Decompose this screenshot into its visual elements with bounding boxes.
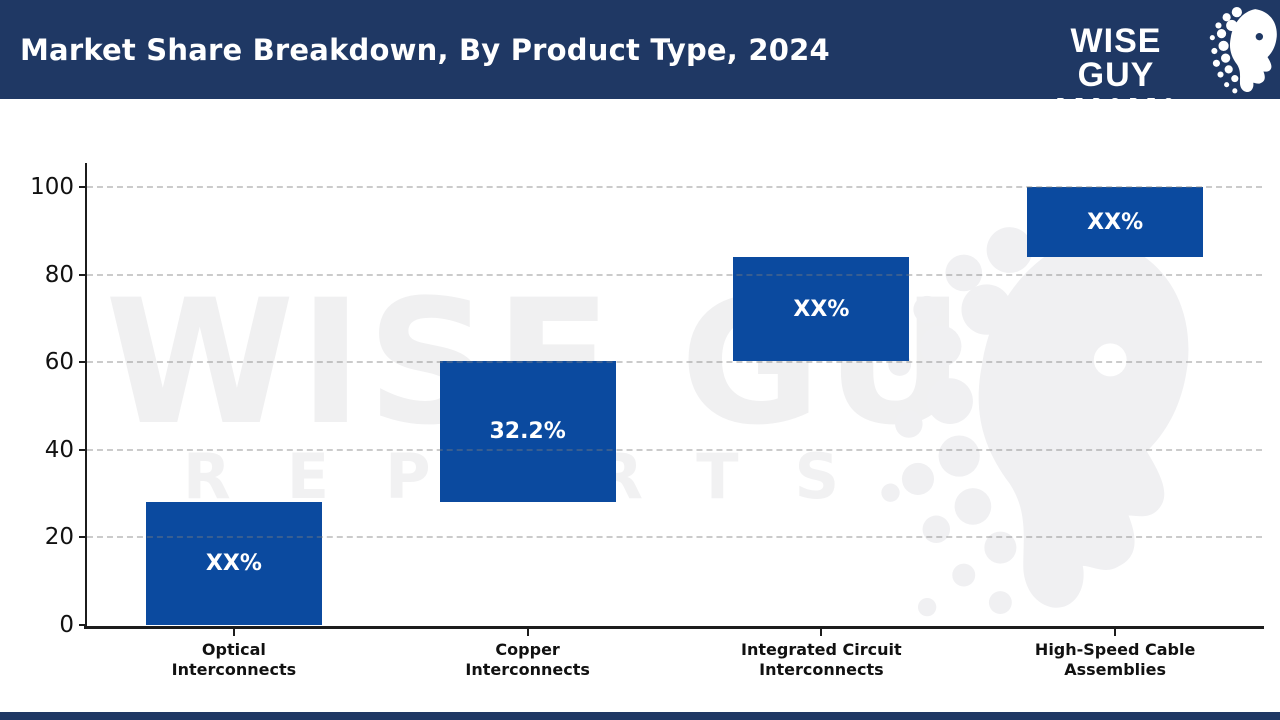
x-axis-line: [84, 626, 1264, 629]
x-axis-category-label-line: Assemblies: [1064, 660, 1166, 679]
logo-wordmark-sub: REPORTS: [1056, 95, 1182, 110]
gridline: [87, 361, 1262, 364]
logo: WISE GUY REPORTS: [1030, 0, 1280, 110]
y-axis-tick-label: 0: [59, 612, 74, 638]
x-axis-category-label-line: High-Speed Cable: [1034, 640, 1196, 659]
y-axis-tick-label: 80: [44, 261, 74, 288]
x-axis-category-label-line: Optical: [201, 640, 266, 659]
x-axis-tick: [526, 629, 529, 636]
x-axis-tick: [1114, 629, 1117, 636]
gridline: [87, 536, 1262, 539]
bar-segment: XX%: [145, 502, 322, 625]
y-axis-tick: [79, 273, 86, 276]
y-axis-tick-label: 100: [30, 174, 74, 200]
gridline: [87, 186, 1262, 188]
bar-value-label: XX%: [205, 551, 262, 577]
y-axis-line: [85, 163, 87, 628]
x-axis-category-label-line: Copper: [495, 640, 560, 659]
x-axis-tick: [820, 629, 823, 636]
footer-bar: [0, 712, 1280, 720]
bar-segment: XX%: [733, 257, 910, 362]
logo-wordmark-main: WISE GUY: [1070, 22, 1162, 94]
header-bar: Market Share Breakdown, By Product Type,…: [0, 0, 1280, 110]
bar-value-label: XX%: [1087, 209, 1144, 235]
y-axis-tick: [79, 361, 86, 364]
y-axis-tick-label: 20: [44, 524, 74, 551]
y-axis-tick-label: 60: [44, 349, 74, 376]
x-axis-category-label-line: Integrated Circuit: [741, 640, 902, 659]
x-axis-tick: [232, 629, 235, 636]
x-axis-category-label: Integrated Circuit Interconnects: [691, 640, 951, 680]
y-axis-tick-label: 40: [44, 436, 74, 463]
y-axis-tick: [79, 624, 86, 626]
x-axis-category-label-line: Interconnects: [465, 660, 590, 679]
logo-wordmark: WISE GUY REPORTS: [1030, 24, 1202, 110]
y-axis-tick: [79, 448, 86, 451]
x-axis-category-label-line: Interconnects: [171, 660, 297, 679]
x-axis-category-label: Optical Interconnects: [104, 640, 364, 680]
bar-segment: XX%: [1027, 187, 1204, 258]
x-axis-category-label-line: Interconnects: [759, 660, 884, 679]
x-axis-category-label: High-Speed Cable Assemblies: [985, 640, 1245, 680]
gridline: [87, 273, 1262, 276]
bar-value-label: 32.2%: [489, 419, 566, 445]
logo-head-icon: [1209, 7, 1277, 94]
x-axis-category-label: Copper Interconnects: [398, 640, 658, 680]
bar-value-label: XX%: [793, 296, 850, 322]
y-axis-tick: [79, 536, 86, 539]
gridline: [87, 448, 1262, 451]
y-axis-tick: [79, 186, 86, 188]
watermark-head-icon: [873, 227, 1189, 617]
page-title: Market Share Breakdown, By Product Type,…: [20, 32, 830, 67]
bar-segment: 32.2%: [439, 361, 616, 503]
